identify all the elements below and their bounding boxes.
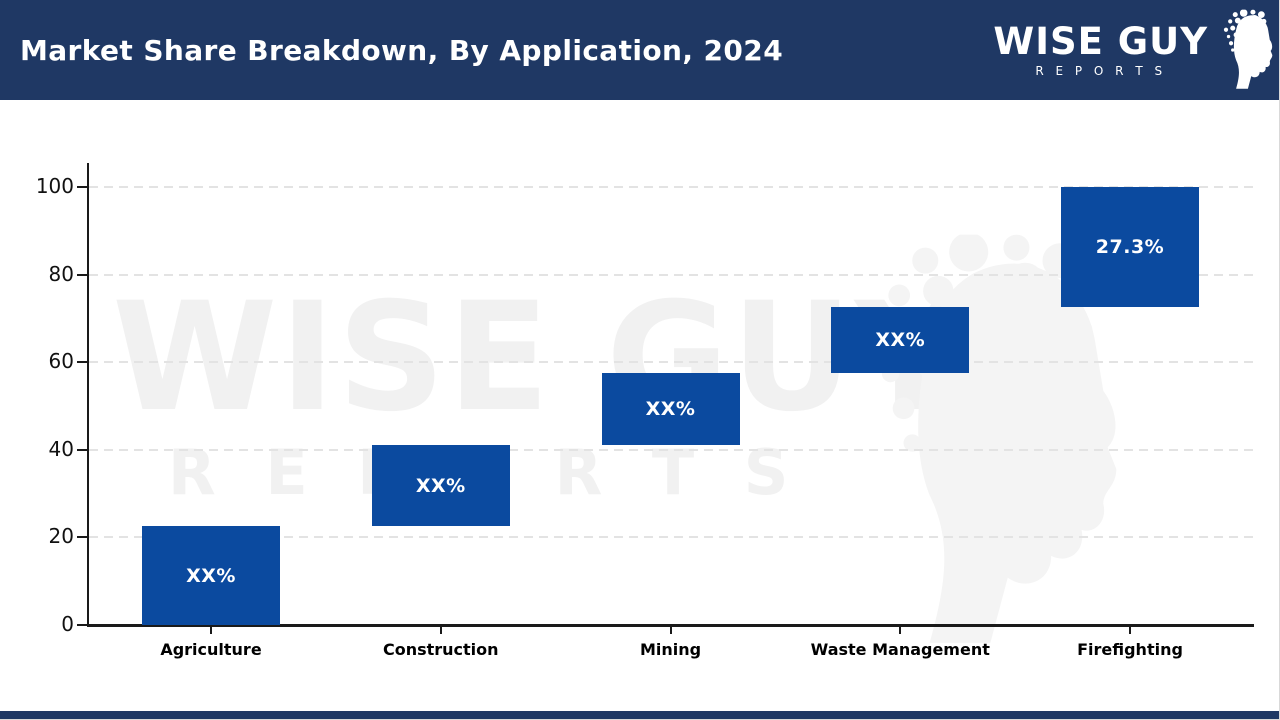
- y-tick-mark: [77, 273, 87, 276]
- bar-value-label: XX%: [186, 564, 236, 587]
- y-tick-label: 40: [48, 436, 74, 461]
- x-axis-line: [87, 624, 1254, 627]
- x-tick-label: Construction: [382, 640, 499, 659]
- x-tick-mark: [899, 627, 902, 634]
- logo-head-icon: [1210, 9, 1274, 91]
- page-title: Market Share Breakdown, By Application, …: [20, 33, 784, 67]
- gridline-20: [89, 536, 1254, 539]
- gridline-40: [89, 448, 1254, 451]
- gridline-100: [89, 186, 1254, 188]
- bar-value-label: XX%: [645, 398, 696, 421]
- y-tick-mark: [77, 624, 87, 626]
- brand-name: WISE GUY: [993, 19, 1208, 63]
- brand-logo-text: WISE GUY R E P O R T S: [993, 23, 1208, 78]
- y-tick-label: 20: [48, 524, 74, 549]
- x-tick-mark: [210, 627, 212, 634]
- x-tick-mark: [669, 627, 672, 634]
- brand-subname: R E P O R T S: [1035, 63, 1167, 78]
- x-tick-label: Mining: [639, 640, 702, 659]
- header: Market Share Breakdown, By Application, …: [0, 0, 1279, 100]
- y-axis-line: [87, 163, 89, 627]
- y-tick-mark: [77, 361, 87, 364]
- y-tick-label: 80: [48, 261, 74, 286]
- y-tick-mark: [77, 448, 87, 451]
- gridline-60: [89, 361, 1254, 364]
- y-tick-mark: [77, 186, 87, 188]
- bar-waste-management: XX%: [831, 306, 970, 374]
- x-tick-label: Firefighting: [1077, 640, 1183, 659]
- x-tick-label: Waste Management: [810, 640, 990, 659]
- bar-mining: XX%: [601, 373, 740, 446]
- bar-construction: XX%: [371, 445, 510, 527]
- bar-agriculture: XX%: [142, 526, 280, 625]
- x-tick-mark: [439, 627, 442, 634]
- y-tick-label: 60: [48, 349, 74, 374]
- y-tick-label: 0: [61, 612, 74, 636]
- footer-bar: [0, 711, 1279, 719]
- x-tick-label: Agriculture: [160, 640, 262, 659]
- bar-value-label: XX%: [875, 328, 926, 351]
- x-tick-mark: [1129, 627, 1131, 634]
- gridline-80: [89, 273, 1254, 276]
- y-tick-label: 100: [35, 174, 74, 198]
- bar-value-label: 27.3%: [1095, 235, 1165, 258]
- bar-firefighting: 27.3%: [1061, 187, 1199, 307]
- bar-value-label: XX%: [415, 474, 466, 497]
- brand-logo: WISE GUY R E P O R T S: [993, 8, 1274, 92]
- y-tick-mark: [77, 536, 87, 539]
